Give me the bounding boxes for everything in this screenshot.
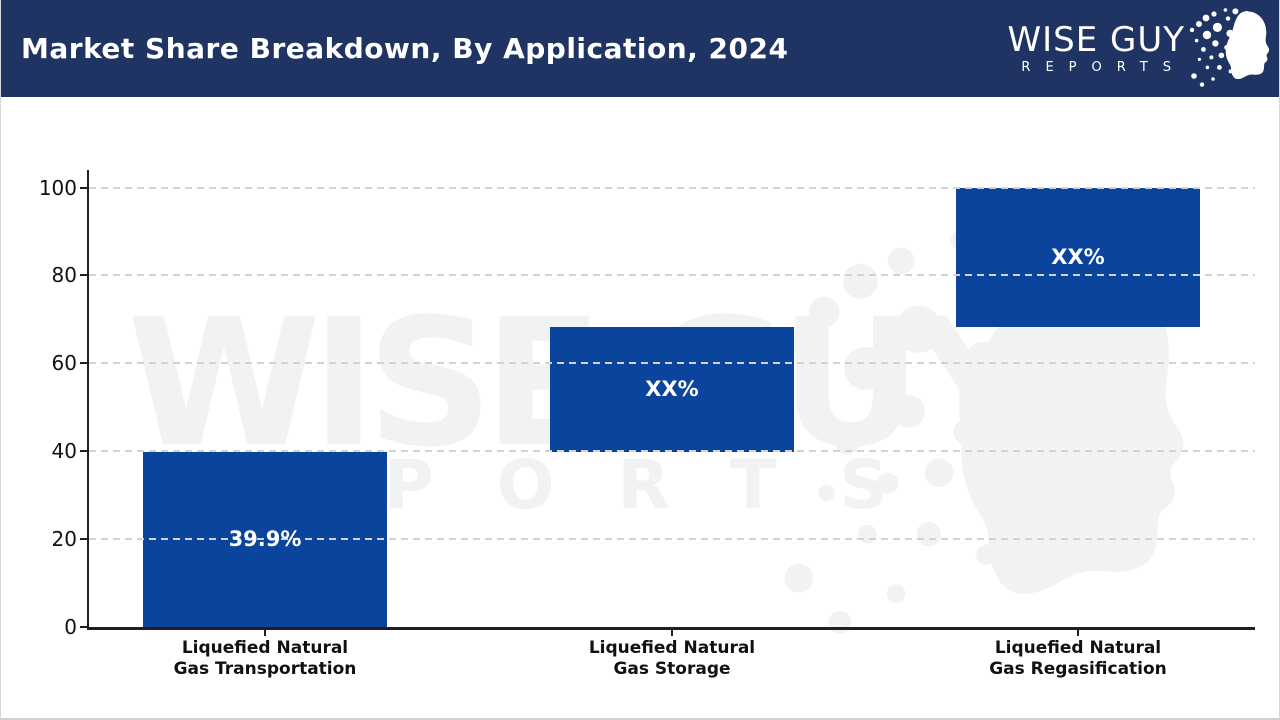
header: Market Share Breakdown, By Application, … <box>1 0 1279 97</box>
y-axis-spine <box>87 170 89 627</box>
y-tick-label: 80 <box>51 263 77 288</box>
y-tick-label: 20 <box>51 527 77 552</box>
logo-subtitle: REPORTS <box>1021 59 1187 75</box>
bar-value-label: XX% <box>645 377 699 402</box>
gridline <box>89 538 1255 541</box>
y-tick <box>80 186 87 189</box>
bar-value-label: XX% <box>1051 245 1105 270</box>
x-category-label-line1: Liquefied Natural <box>994 638 1162 658</box>
page-title: Market Share Breakdown, By Application, … <box>21 32 789 65</box>
x-category-label-line2: Gas Transportation <box>173 659 357 679</box>
x-tick <box>264 629 266 636</box>
y-tick <box>80 274 87 277</box>
gridline <box>89 362 1255 365</box>
x-tick <box>1077 629 1079 636</box>
x-category-label-line2: Gas Regasification <box>989 659 1167 679</box>
y-tick-label: 60 <box>51 351 77 376</box>
gridline <box>89 274 1255 277</box>
x-category-label: Liquefied Natural Gas Transportation <box>105 638 425 680</box>
logo-text: WISE GUY REPORTS <box>1007 20 1187 75</box>
x-axis-spine <box>87 627 1255 630</box>
bar <box>550 327 794 452</box>
y-tick-label: 0 <box>64 615 77 639</box>
x-category-label-line2: Gas Storage <box>613 659 731 679</box>
x-category-label-line1: Liquefied Natural <box>588 638 756 658</box>
y-tick <box>80 626 87 628</box>
wise-guy-reports-logo: WISE GUY REPORTS <box>1007 7 1271 91</box>
x-category-label: Liquefied Natural Gas Regasification <box>918 638 1238 680</box>
x-category-label-line1: Liquefied Natural <box>181 638 349 658</box>
gridline <box>89 450 1255 453</box>
y-tick <box>80 362 87 365</box>
y-tick <box>80 538 87 541</box>
y-tick-label: 40 <box>51 439 77 464</box>
y-tick <box>80 450 87 453</box>
logo-wordmark: WISE GUY <box>1007 20 1185 61</box>
x-category-label: Liquefied Natural Gas Storage <box>512 638 832 680</box>
gridline <box>89 186 1255 189</box>
bar <box>956 187 1200 328</box>
bar-value-label: 39.9% <box>228 527 302 552</box>
x-tick <box>671 629 673 636</box>
y-tick-label: 100 <box>38 175 77 200</box>
logo-face-icon <box>1189 8 1270 87</box>
